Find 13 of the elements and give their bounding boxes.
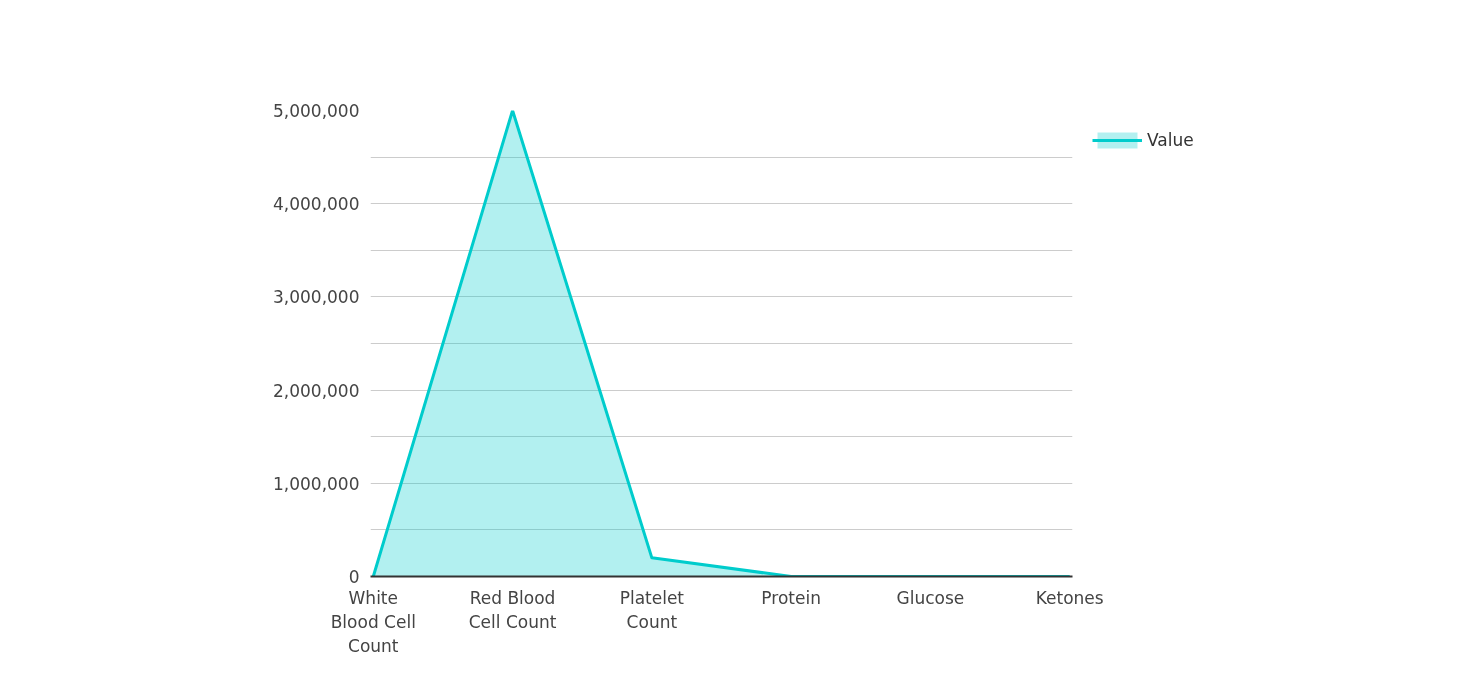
- x-tick-label: Glucose: [896, 587, 965, 608]
- y-tick-label: 0: [348, 567, 360, 587]
- y-tick-label: 2,000,000: [272, 380, 360, 401]
- y-tick-label: 5,000,000: [272, 101, 360, 121]
- x-tick-label: Red Blood Cell Count: [468, 587, 557, 632]
- x-tick-label: Ketones: [1035, 587, 1104, 608]
- x-tick-label: Protein: [761, 587, 821, 608]
- x-tick-label: White Blood Cell Count: [330, 587, 416, 656]
- x-tick-label: Platelet Count: [619, 587, 685, 632]
- y-tick-label: 1,000,000: [272, 473, 360, 494]
- y-tick-label: 3,000,000: [272, 287, 360, 308]
- y-tick-label: 4,000,000: [272, 194, 360, 215]
- legend-label: Value: [1147, 130, 1194, 150]
